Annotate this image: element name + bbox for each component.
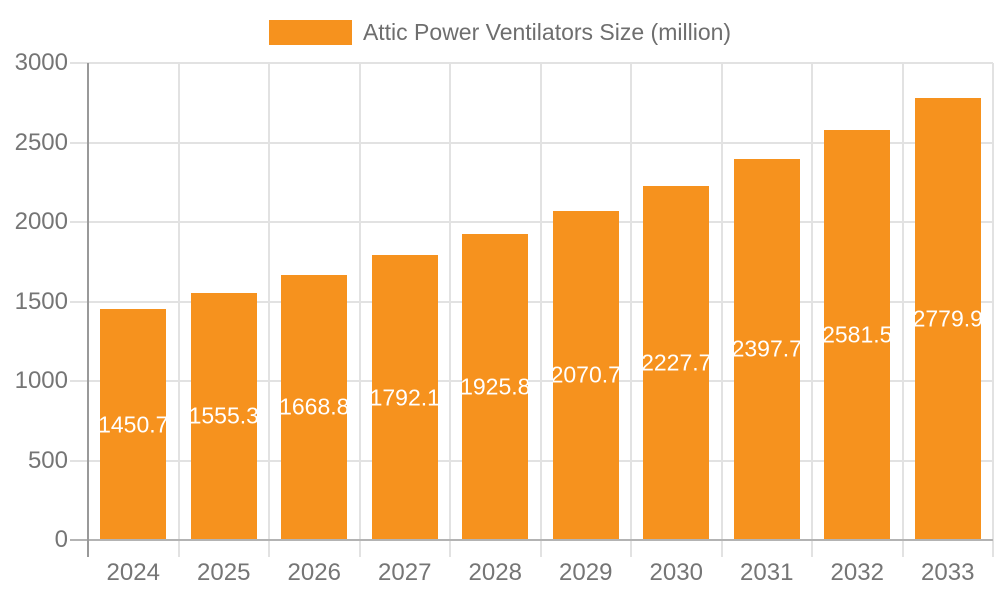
y-axis-line <box>87 63 89 557</box>
legend-label: Attic Power Ventilators Size (million) <box>362 19 732 45</box>
bar-value-label: 2227.7 <box>643 349 710 376</box>
y-axis-tick-label: 3000 <box>14 49 68 76</box>
x-gridline <box>992 63 994 557</box>
bar-2026: 1668.8 <box>281 274 348 540</box>
bar-value-label: 2581.5 <box>824 321 891 348</box>
x-gridline <box>901 63 904 557</box>
x-gridline <box>539 63 542 557</box>
y-axis-tick-label: 2500 <box>14 128 68 156</box>
y-gridline <box>70 380 993 382</box>
bar-2024: 1450.7 <box>100 309 167 540</box>
bar-value-label: 2397.7 <box>733 335 800 362</box>
bar-2025: 1555.3 <box>190 292 257 540</box>
x-axis-tick-label: 2025 <box>197 559 251 586</box>
bar-2033: 2779.9 <box>914 97 981 540</box>
x-gridline <box>358 63 361 557</box>
legend-swatch <box>268 20 352 45</box>
x-axis-tick-label: 2032 <box>830 559 884 586</box>
x-axis-tick-label: 2033 <box>921 559 975 586</box>
legend-item[interactable]: Attic Power Ventilators Size (million) <box>0 19 1000 46</box>
bar-2032: 2581.5 <box>824 129 891 540</box>
y-gridline <box>70 141 993 144</box>
x-axis-tick-label: 2030 <box>649 559 703 586</box>
y-axis-tick-label: 1000 <box>14 367 68 394</box>
bar-value-label: 2070.7 <box>552 361 619 388</box>
y-gridline <box>70 459 993 462</box>
y-axis-tick-label: 500 <box>27 446 68 474</box>
x-axis-baseline <box>70 539 993 541</box>
x-gridline <box>720 63 723 557</box>
x-gridline <box>811 63 813 557</box>
y-gridline <box>70 300 993 303</box>
bar-2029: 2070.7 <box>552 210 619 540</box>
y-axis-tick-label: 2000 <box>14 208 68 235</box>
bar-value-label: 1925.8 <box>462 373 529 400</box>
bar-2030: 2227.7 <box>643 185 710 540</box>
x-axis-tick-label: 2026 <box>287 559 341 586</box>
bar-value-label: 1668.8 <box>281 393 348 420</box>
x-axis-tick-label: 2031 <box>740 559 794 586</box>
bar-2028: 1925.8 <box>462 233 529 540</box>
y-axis-tick-label: 1500 <box>14 287 68 315</box>
x-gridline <box>449 63 451 557</box>
x-axis-tick-label: 2028 <box>468 559 522 586</box>
bar-value-label: 1792.1 <box>371 384 438 411</box>
x-gridline <box>268 63 270 557</box>
x-axis-tick-label: 2027 <box>378 559 432 586</box>
x-axis-tick-label: 2029 <box>559 559 613 586</box>
bar-value-label: 1555.3 <box>190 402 257 429</box>
y-axis-tick-label: 0 <box>54 526 68 553</box>
x-axis-tick-label: 2024 <box>106 559 160 586</box>
bar-2027: 1792.1 <box>371 255 438 540</box>
y-gridline <box>70 221 993 223</box>
bar-value-label: 2779.9 <box>914 305 981 332</box>
bar-value-label: 1450.7 <box>100 411 167 438</box>
x-gridline <box>630 63 632 557</box>
x-gridline <box>177 63 180 557</box>
bar-2031: 2397.7 <box>733 158 800 540</box>
y-gridline <box>70 62 993 64</box>
